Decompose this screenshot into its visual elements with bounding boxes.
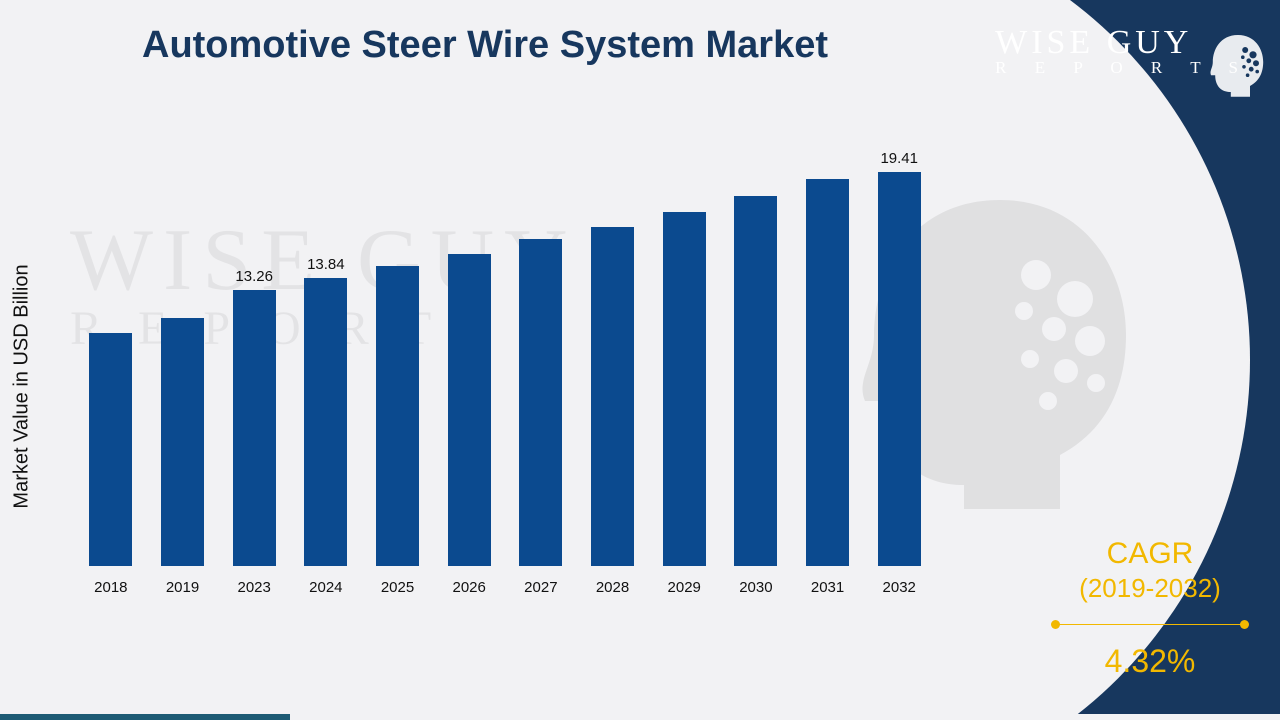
- x-tick-label: 2019: [156, 579, 210, 596]
- bar: [89, 333, 132, 566]
- bar-wrap: 13.26: [227, 150, 281, 566]
- x-tick-label: 2025: [371, 579, 425, 596]
- bar-chart: Market Value in USD Billion 13.2613.8419…: [56, 150, 926, 600]
- bar: [591, 227, 634, 566]
- page: WISE GUY REPORTS Automotive Steer Wire S…: [0, 0, 1280, 720]
- bar-wrap: [586, 150, 640, 566]
- bar-wrap: [84, 150, 138, 566]
- x-tick-label: 2029: [657, 579, 711, 596]
- x-tick-label: 2023: [227, 579, 281, 596]
- bar: [806, 179, 849, 566]
- bar: [304, 278, 347, 566]
- bar-wrap: 13.84: [299, 150, 353, 566]
- bar-value-label: 13.84: [307, 256, 345, 274]
- bar-wrap: [442, 150, 496, 566]
- bar-value-label: 13.26: [235, 268, 273, 286]
- x-axis-labels: 2018 2019 2023 2024 2025 2026 2027 2028 2029 2030…: [84, 579, 926, 596]
- plot-area: 13.26 13.84 19.41: [84, 150, 926, 566]
- bar-wrap: [729, 150, 783, 566]
- bar: [233, 290, 276, 566]
- cagr-rate: 4.32%: [1020, 643, 1280, 680]
- bar: [734, 196, 777, 566]
- bars-container: 13.26 13.84 19.41: [84, 150, 926, 566]
- bar: [448, 254, 491, 566]
- x-tick-label: 2030: [729, 579, 783, 596]
- logo-head-icon: [1208, 30, 1268, 100]
- bottom-accent-bar: [0, 714, 290, 720]
- cagr-block: CAGR (2019-2032) 4.32%: [1020, 537, 1280, 680]
- bar-wrap: [371, 150, 425, 566]
- cagr-label: CAGR: [1020, 537, 1280, 571]
- bar: [376, 266, 419, 566]
- bar-wrap: 19.41: [872, 150, 926, 566]
- bar: [663, 212, 706, 566]
- bar-wrap: [156, 150, 210, 566]
- cagr-divider: [1055, 624, 1245, 625]
- cagr-period: (2019-2032): [1020, 573, 1280, 604]
- bar-wrap: [801, 150, 855, 566]
- x-tick-label: 2026: [442, 579, 496, 596]
- bar-wrap: [657, 150, 711, 566]
- chart-title: Automotive Steer Wire System Market: [0, 24, 970, 67]
- x-tick-label: 2032: [872, 579, 926, 596]
- y-axis-label: Market Value in USD Billion: [11, 264, 34, 508]
- bar: [519, 239, 562, 566]
- bar: [161, 318, 204, 566]
- x-tick-label: 2018: [84, 579, 138, 596]
- bar: [878, 172, 921, 566]
- bar-value-label: 19.41: [880, 150, 918, 168]
- x-tick-label: 2027: [514, 579, 568, 596]
- x-tick-label: 2031: [801, 579, 855, 596]
- x-tick-label: 2028: [586, 579, 640, 596]
- bar-wrap: [514, 150, 568, 566]
- x-tick-label: 2024: [299, 579, 353, 596]
